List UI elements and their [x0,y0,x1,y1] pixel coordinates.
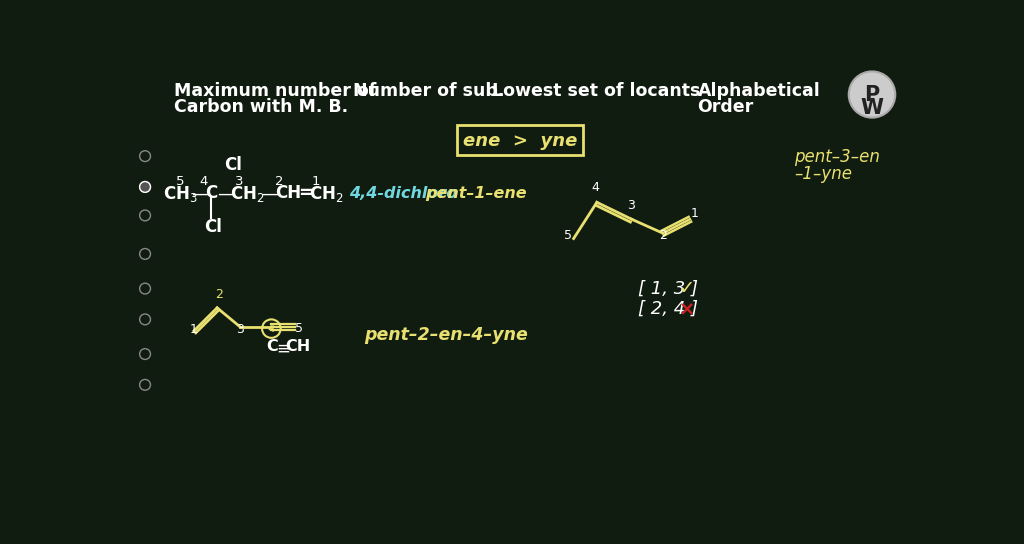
Text: ≡: ≡ [276,339,290,357]
Text: [ 1, 3 ]: [ 1, 3 ] [638,279,698,298]
Text: W: W [860,97,884,118]
Circle shape [139,182,151,193]
Text: Cl: Cl [204,218,222,236]
Text: C: C [266,339,278,354]
Ellipse shape [849,71,895,118]
Text: 3: 3 [234,175,244,188]
Text: 1: 1 [690,207,698,220]
Text: Alphabetical: Alphabetical [697,82,820,100]
Text: 5: 5 [295,323,303,336]
Text: C: C [206,184,218,202]
Text: 3: 3 [627,199,635,212]
Text: 5: 5 [563,230,571,242]
Text: 2: 2 [215,288,222,301]
Text: CH: CH [275,184,301,202]
Text: 4: 4 [592,181,599,194]
Text: 2: 2 [658,228,667,242]
Text: 5: 5 [176,175,184,188]
Text: CH$_2$: CH$_2$ [230,184,265,204]
Text: Lowest set of locants: Lowest set of locants [493,82,700,100]
Text: ✓: ✓ [678,279,694,298]
Text: 4,4-dichloro: 4,4-dichloro [349,186,457,201]
Text: =: = [299,184,313,202]
Text: P: P [864,85,880,106]
Text: ene  >  yne: ene > yne [463,132,578,150]
Text: Cl: Cl [224,156,242,174]
Text: 4: 4 [267,322,275,335]
Text: [ 2, 4 ]: [ 2, 4 ] [638,300,698,318]
Text: 1: 1 [311,175,321,188]
Text: –1–yne: –1–yne [795,165,853,183]
Text: Carbon with M. B.: Carbon with M. B. [174,97,348,116]
Text: pent–2–en–4–yne: pent–2–en–4–yne [365,325,528,344]
Text: CH$_3$: CH$_3$ [163,184,198,204]
Text: 1: 1 [189,323,197,336]
Text: —: — [261,184,280,202]
Text: pent–1–ene: pent–1–ene [426,186,527,201]
Text: 3: 3 [237,323,245,336]
Text: 2: 2 [275,175,284,188]
Text: Order: Order [697,97,754,116]
Text: ×: × [678,300,694,319]
Text: Number of sub.: Number of sub. [352,82,504,100]
Text: 4: 4 [200,175,208,188]
Text: Maximum number of: Maximum number of [174,82,377,100]
Text: —: — [191,184,210,202]
Text: CH: CH [286,339,310,354]
Text: pent–3–en: pent–3–en [795,149,881,166]
Text: —: — [217,184,236,202]
Text: CH$_2$: CH$_2$ [309,184,344,204]
